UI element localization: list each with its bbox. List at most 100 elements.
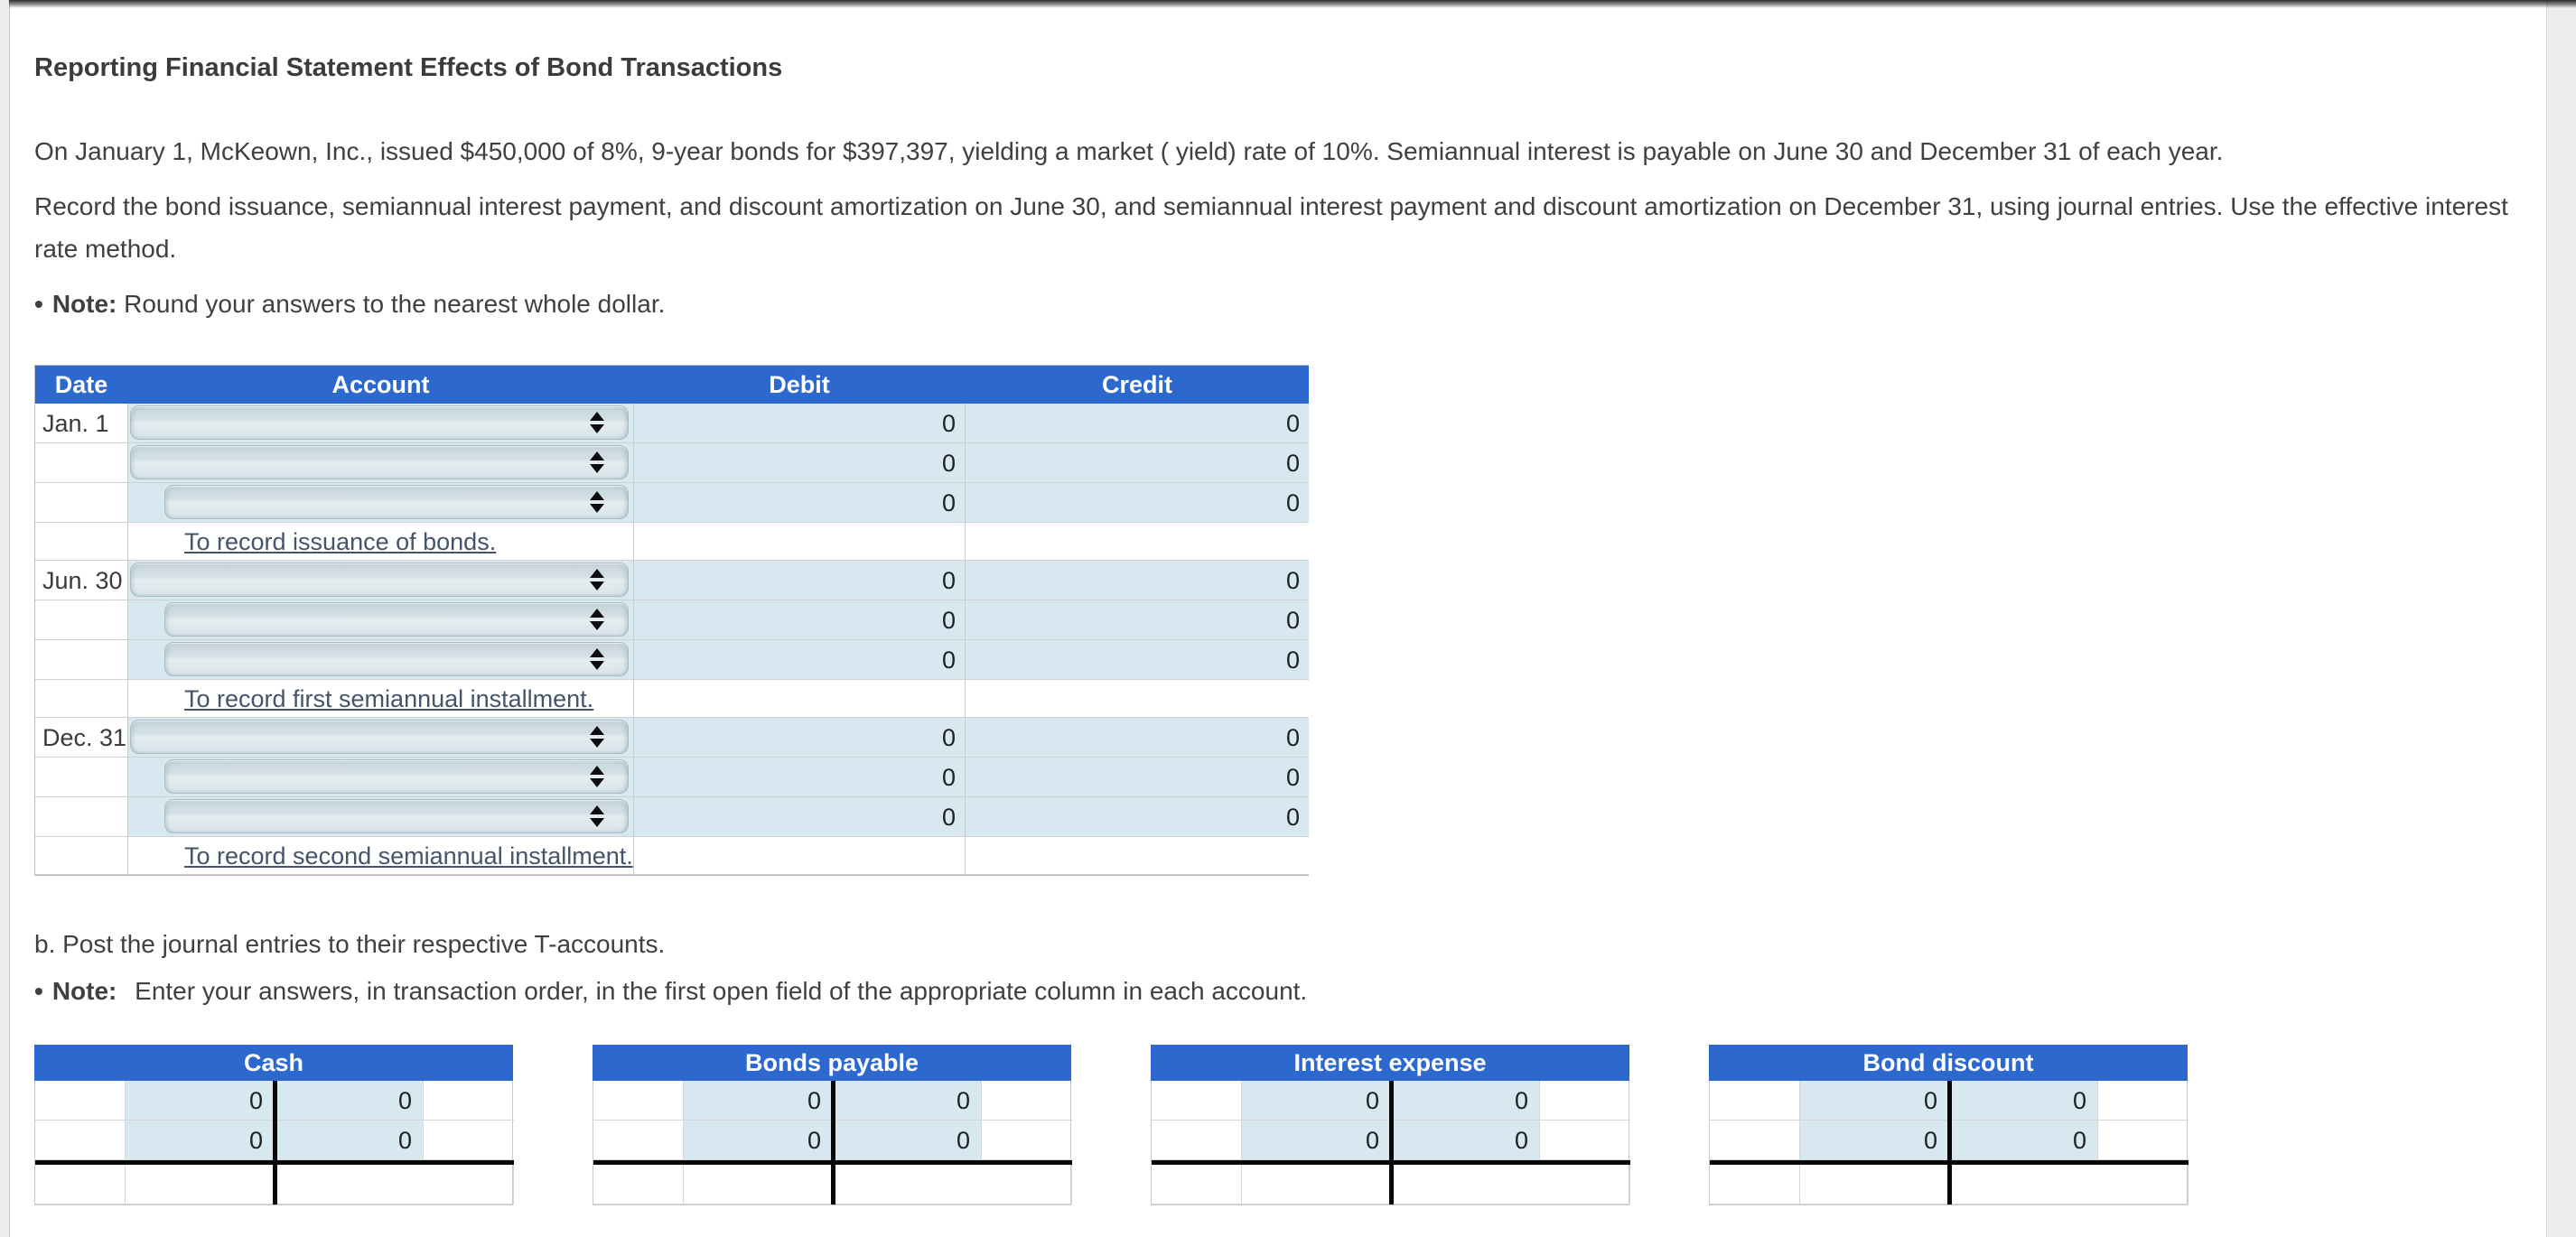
account-select[interactable] xyxy=(164,799,629,833)
journal-credit-cell-empty xyxy=(966,680,1309,718)
journal-header-credit: Credit xyxy=(966,366,1309,404)
t-account-credit-field[interactable]: 0 xyxy=(833,1081,982,1121)
t-account-credit-field[interactable]: 0 xyxy=(275,1121,424,1160)
journal-memo-cell: To record second semiannual installment. xyxy=(128,837,634,875)
journal-debit-field[interactable]: 0 xyxy=(634,797,966,837)
account-select[interactable] xyxy=(164,759,629,794)
t-account-side-cell xyxy=(1540,1081,1630,1121)
journal-memo-cell: To record issuance of bonds. xyxy=(128,523,634,561)
t-account-total-cell xyxy=(833,1165,982,1204)
t-account-debit-field[interactable]: 0 xyxy=(684,1121,833,1160)
select-arrows-icon xyxy=(590,491,604,513)
problem-paragraph-1: On January 1, McKeown, Inc., issued $450… xyxy=(34,137,2224,165)
t-account-side-cell xyxy=(1540,1121,1630,1160)
select-arrows-icon xyxy=(590,569,604,591)
t-account-debit-field[interactable]: 0 xyxy=(126,1121,275,1160)
journal-date-cell xyxy=(35,600,128,640)
t-account-debit-field[interactable]: 0 xyxy=(1800,1121,1949,1160)
t-account-divider-line xyxy=(831,1081,835,1204)
t-account: Interest expense 0 0 0 0 xyxy=(1151,1045,1630,1205)
t-account-credit-field[interactable]: 0 xyxy=(1949,1121,2098,1160)
journal-account-cell xyxy=(128,404,634,443)
journal-credit-field[interactable]: 0 xyxy=(966,483,1309,523)
journal-credit-field[interactable]: 0 xyxy=(966,404,1309,443)
arrow-up-icon xyxy=(590,805,604,814)
t-account-debit-field[interactable]: 0 xyxy=(684,1081,833,1121)
journal-memo-text: To record second semiannual installment. xyxy=(184,842,633,870)
account-select[interactable] xyxy=(164,485,629,519)
select-arrows-icon xyxy=(590,451,604,473)
journal-header-date: Date xyxy=(35,366,128,404)
account-select[interactable] xyxy=(164,642,629,676)
journal-credit-field[interactable]: 0 xyxy=(966,561,1309,600)
t-account-side-cell xyxy=(1710,1165,1800,1204)
journal-debit-field[interactable]: 0 xyxy=(634,443,966,483)
arrow-down-icon xyxy=(590,581,604,591)
journal-debit-field[interactable]: 0 xyxy=(634,600,966,640)
journal-date-cell: Jun. 30 xyxy=(35,561,128,600)
arrow-up-icon xyxy=(590,491,604,500)
t-account-credit-field[interactable]: 0 xyxy=(275,1081,424,1121)
journal-date-cell xyxy=(35,483,128,523)
journal-account-cell xyxy=(128,561,634,600)
account-select[interactable] xyxy=(130,445,629,479)
t-account: Cash 0 0 0 0 xyxy=(34,1045,514,1205)
arrow-up-icon xyxy=(590,726,604,735)
note-label: Note: xyxy=(51,290,117,318)
t-account-debit-field[interactable]: 0 xyxy=(126,1081,275,1121)
t-account-total-cell xyxy=(1800,1165,1949,1204)
journal-credit-field[interactable]: 0 xyxy=(966,600,1309,640)
journal-account-cell xyxy=(128,483,634,523)
arrow-down-icon xyxy=(590,464,604,473)
t-account-side-cell xyxy=(2098,1081,2189,1121)
account-select[interactable] xyxy=(130,405,629,440)
journal-debit-field[interactable]: 0 xyxy=(634,640,966,680)
t-account-side-cell xyxy=(35,1081,126,1121)
journal-header-account: Account xyxy=(128,366,634,404)
t-account-credit-field[interactable]: 0 xyxy=(1391,1121,1540,1160)
journal-debit-field[interactable]: 0 xyxy=(634,483,966,523)
journal-debit-field[interactable]: 0 xyxy=(634,561,966,600)
account-select[interactable] xyxy=(130,563,629,597)
journal-date-cell xyxy=(35,523,128,561)
t-account-side-cell xyxy=(982,1165,1072,1204)
t-account-side-cell xyxy=(1710,1121,1800,1160)
t-account-side-cell xyxy=(424,1121,514,1160)
t-accounts-section: Cash 0 0 0 0 Bonds payable 0 0 0 0 Interest expens… xyxy=(34,1045,2519,1205)
arrow-down-icon xyxy=(590,778,604,787)
journal-debit-field[interactable]: 0 xyxy=(634,758,966,797)
t-account-debit-field[interactable]: 0 xyxy=(1800,1081,1949,1121)
exercise-panel: Reporting Financial Statement Effects of… xyxy=(9,0,2547,1237)
note-round-answers: • Note: Round your answers to the nearest… xyxy=(34,283,2519,325)
journal-account-cell xyxy=(128,797,634,837)
journal-credit-field[interactable]: 0 xyxy=(966,443,1309,483)
journal-credit-field[interactable]: 0 xyxy=(966,718,1309,758)
arrow-down-icon xyxy=(590,739,604,748)
account-select[interactable] xyxy=(130,720,629,754)
t-account-side-cell xyxy=(35,1165,126,1204)
journal-debit-field[interactable]: 0 xyxy=(634,718,966,758)
t-account-credit-field[interactable]: 0 xyxy=(1391,1081,1540,1121)
t-account-debit-field[interactable]: 0 xyxy=(1242,1121,1391,1160)
t-account-side-cell xyxy=(1540,1165,1630,1204)
note-label: Note: xyxy=(51,977,117,1005)
t-account-credit-field[interactable]: 0 xyxy=(833,1121,982,1160)
t-account-side-cell xyxy=(593,1081,684,1121)
account-select[interactable] xyxy=(164,602,629,637)
journal-credit-field[interactable]: 0 xyxy=(966,797,1309,837)
arrow-down-icon xyxy=(590,424,604,433)
journal-account-cell xyxy=(128,758,634,797)
t-account-total-cell xyxy=(1242,1165,1391,1204)
journal-account-cell xyxy=(128,640,634,680)
problem-paragraph-2: Record the bond issuance, semiannual int… xyxy=(34,192,2508,263)
journal-credit-field[interactable]: 0 xyxy=(966,640,1309,680)
t-account-total-cell xyxy=(684,1165,833,1204)
arrow-down-icon xyxy=(590,621,604,630)
journal-credit-field[interactable]: 0 xyxy=(966,758,1309,797)
t-account-credit-field[interactable]: 0 xyxy=(1949,1081,2098,1121)
journal-debit-field[interactable]: 0 xyxy=(634,404,966,443)
t-account-debit-field[interactable]: 0 xyxy=(1242,1081,1391,1121)
journal-account-cell xyxy=(128,600,634,640)
